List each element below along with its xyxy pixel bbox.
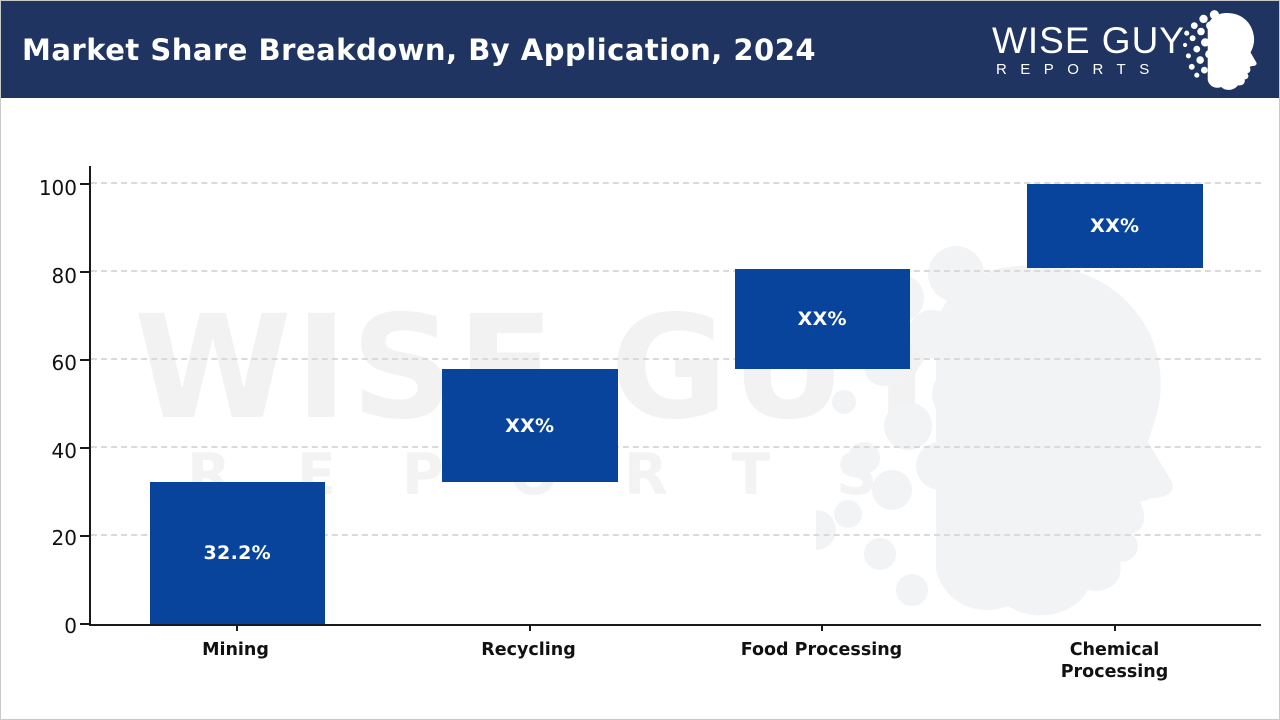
gridline-80 — [91, 270, 1261, 272]
gridline-40 — [91, 446, 1261, 448]
bar-value-label-mining: 32.2% — [203, 542, 271, 565]
header: Market Share Breakdown, By Application, … — [1, 1, 1279, 98]
x-axis: Mining Recycling Food Processing Chemical P… — [89, 640, 1261, 700]
x-category-label-chemical-processing: Chemical Processing — [1060, 640, 1169, 682]
y-tick-label-0: 0 — [64, 614, 77, 638]
x-tickmark-food-processing — [821, 624, 824, 631]
y-tick-label-40: 40 — [51, 438, 77, 463]
plot-area: 32.2% XX% XX% XX% — [80, 166, 1261, 631]
bar-value-label-chemical-processing: XX% — [1090, 215, 1140, 238]
brand-name: WISE GUY — [991, 20, 1185, 61]
y-tick-label-100: 100 — [38, 176, 77, 200]
x-category-label-mining: Mining — [202, 640, 269, 660]
gridline-60 — [91, 358, 1261, 360]
watermark-head-icon — [816, 246, 1173, 616]
gridline-20 — [91, 534, 1261, 536]
x-category-label-food-processing: Food Processing — [740, 640, 903, 660]
y-tick-label-60: 60 — [51, 351, 77, 376]
x-tickmark-recycling — [528, 624, 531, 631]
y-tickmark-80 — [80, 271, 89, 273]
y-tick-label-80: 80 — [51, 263, 77, 288]
y-tickmark-20 — [80, 535, 89, 537]
brand-logo: WISE GUY REPORTS — [992, 8, 1279, 92]
plot-value-area: 32.2% XX% XX% XX% — [80, 182, 1261, 625]
y-tickmark-origin — [80, 623, 89, 625]
y-tick-label-20: 20 — [51, 526, 77, 551]
brand-text: WISE GUY REPORTS — [992, 22, 1185, 77]
bar-value-label-recycling: XX% — [505, 414, 555, 437]
x-category-label-recycling: Recycling — [481, 640, 576, 660]
gridline-100 — [91, 182, 1261, 184]
brand-subtitle: REPORTS — [995, 61, 1163, 78]
y-tickmark-100 — [80, 183, 89, 185]
y-tickmark-40 — [80, 447, 89, 449]
page-title: Market Share Breakdown, By Application, … — [22, 32, 817, 67]
bar-chemical-processing: XX% — [1027, 184, 1203, 269]
x-tickmark-chemical-processing — [1113, 624, 1116, 631]
y-tickmark-60 — [80, 359, 89, 361]
bar-value-label-food-processing: XX% — [797, 307, 847, 330]
brand-head-icon — [1182, 9, 1257, 90]
y-axis: 0 20 40 60 80 100 — [1, 178, 77, 636]
bar-recycling: XX% — [442, 368, 618, 483]
bar-food-processing: XX% — [734, 268, 910, 369]
x-tickmark-mining — [236, 624, 239, 631]
bar-mining: 32.2% — [149, 482, 325, 624]
